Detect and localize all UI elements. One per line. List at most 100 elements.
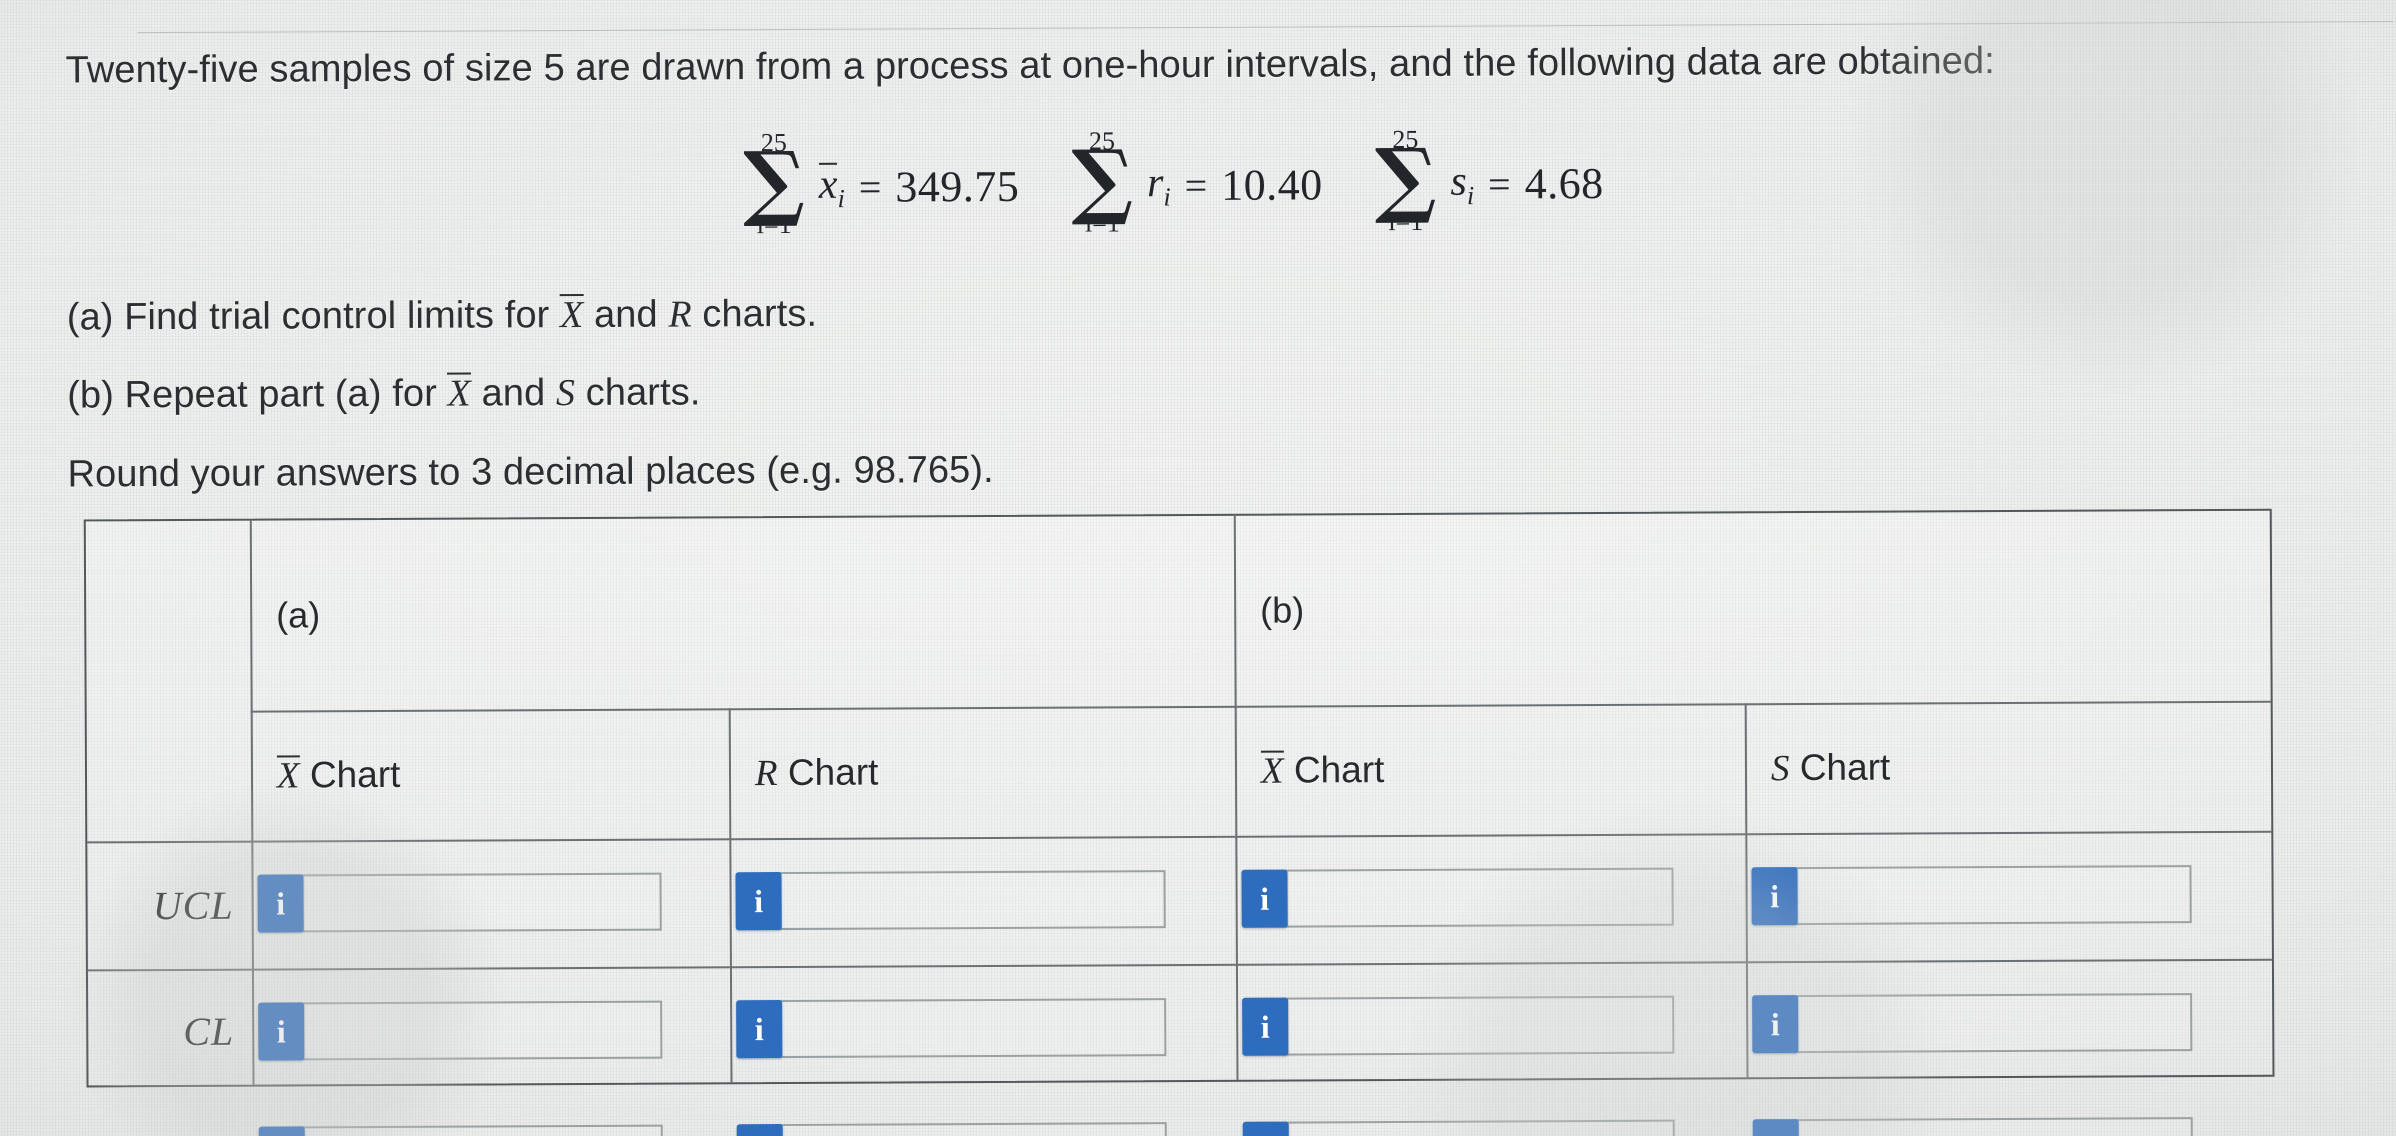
ucl-xbar-a-input[interactable] bbox=[297, 872, 662, 933]
formula-variable: si bbox=[1450, 158, 1474, 212]
sum-lower-limit: i=1 bbox=[1084, 207, 1120, 238]
part-b-text-mid: and bbox=[470, 372, 557, 415]
sigma-icon: ∑ bbox=[1374, 130, 1437, 228]
column-header-label: Chart bbox=[787, 751, 879, 793]
cl-xbar-a-input[interactable] bbox=[298, 1000, 663, 1061]
sigma-icon: ∑ bbox=[742, 133, 806, 231]
info-icon[interactable]: i bbox=[1242, 1121, 1289, 1136]
answer-field-cl-s[interactable]: i bbox=[1752, 993, 2193, 1054]
info-icon[interactable]: i bbox=[258, 1002, 305, 1061]
answer-table: (a) (b) X Chart R Chart X Chart S Chart … bbox=[83, 508, 2275, 1136]
problem-statement: Twenty-five samples of size 5 are drawn … bbox=[65, 40, 1995, 92]
equals-sign: = bbox=[858, 164, 882, 210]
rounding-instruction: Round your answers to 3 decimal places (… bbox=[67, 448, 994, 496]
ucl-s-input[interactable] bbox=[1791, 865, 2192, 926]
column-header-r-chart: R Chart bbox=[729, 706, 1236, 838]
r-symbol: R bbox=[754, 752, 778, 794]
answer-field-ucl-xbar-a[interactable]: i bbox=[257, 872, 662, 933]
row-label-cl: CL bbox=[183, 1008, 235, 1054]
part-b-text-start: (b) Repeat part (a) for bbox=[67, 372, 448, 417]
sigma-stack: 25 ∑ i=1 bbox=[1374, 125, 1437, 236]
info-icon[interactable]: i bbox=[1242, 997, 1289, 1056]
page-divider-line bbox=[137, 21, 2394, 34]
sum-lower-limit: i=1 bbox=[756, 209, 792, 239]
variable-subscript: i bbox=[837, 184, 845, 214]
ucl-xbar-b-input[interactable] bbox=[1281, 867, 1674, 928]
part-a-text-end: charts. bbox=[691, 292, 818, 336]
info-icon[interactable]: i bbox=[257, 874, 304, 933]
lcl-r-input[interactable] bbox=[776, 1122, 1167, 1136]
column-header-xbar-chart-b: X Chart bbox=[1235, 703, 1746, 835]
sigma-stack: 25 ∑ i=1 bbox=[742, 128, 806, 239]
group-header-a: (a) bbox=[276, 594, 321, 636]
answer-field-cl-r[interactable]: i bbox=[736, 998, 1167, 1059]
variable-r: r bbox=[1146, 160, 1164, 207]
part-a-text-mid: and bbox=[583, 293, 669, 337]
cl-xbar-b-input[interactable] bbox=[1282, 995, 1675, 1056]
answer-field-lcl-xbar-a[interactable]: i bbox=[258, 1124, 663, 1136]
cl-s-input[interactable] bbox=[1792, 993, 2193, 1054]
formula-xbar-sum: 25 ∑ i=1 xi = 349.75 bbox=[742, 128, 1020, 239]
info-icon[interactable]: i bbox=[735, 872, 782, 931]
group-header-b: (b) bbox=[1260, 589, 1305, 631]
answer-field-lcl-s[interactable]: i bbox=[1752, 1117, 2193, 1136]
info-icon[interactable]: i bbox=[258, 1126, 306, 1136]
answer-field-cl-xbar-b[interactable]: i bbox=[1242, 995, 1675, 1056]
info-icon[interactable]: i bbox=[1751, 867, 1798, 926]
column-header-label: Chart bbox=[1293, 748, 1385, 791]
column-header-xbar-chart-a: X Chart bbox=[251, 708, 730, 840]
formula-variable: xi bbox=[819, 161, 845, 215]
info-icon[interactable]: i bbox=[736, 1124, 783, 1136]
variable-subscript: i bbox=[1466, 181, 1475, 211]
info-icon[interactable]: i bbox=[1752, 1119, 1799, 1136]
question-part-a: (a) Find trial control limits for X and … bbox=[67, 292, 818, 340]
row-label-lcl: LCL bbox=[89, 1093, 254, 1136]
answer-field-cl-xbar-a[interactable]: i bbox=[258, 1000, 663, 1061]
xbar-symbol: X bbox=[447, 372, 471, 415]
equals-sign: = bbox=[1184, 163, 1208, 209]
formula-s-sum: 25 ∑ i=1 si = 4.68 bbox=[1374, 125, 1604, 236]
answer-field-lcl-xbar-b[interactable]: i bbox=[1242, 1119, 1675, 1136]
part-b-text-end: charts. bbox=[574, 371, 701, 415]
info-icon[interactable]: i bbox=[1241, 869, 1288, 928]
r-symbol: R bbox=[668, 293, 692, 336]
variable-subscript: i bbox=[1163, 182, 1171, 212]
xbar-symbol: X bbox=[276, 754, 300, 797]
part-a-text-start: (a) Find trial control limits for bbox=[66, 294, 561, 339]
answer-field-ucl-s[interactable]: i bbox=[1751, 865, 2192, 926]
s-symbol: S bbox=[1770, 747, 1790, 789]
formula-r-sum: 25 ∑ i=1 ri = 10.40 bbox=[1071, 126, 1323, 238]
variable-s: s bbox=[1450, 158, 1467, 205]
equals-sign: = bbox=[1487, 161, 1511, 207]
xbar-symbol: X bbox=[559, 294, 584, 337]
column-header-label: Chart bbox=[309, 753, 401, 795]
answer-field-lcl-r[interactable]: i bbox=[736, 1122, 1167, 1136]
lcl-s-input[interactable] bbox=[1792, 1117, 2193, 1136]
formula-variable: ri bbox=[1147, 159, 1171, 213]
info-icon[interactable]: i bbox=[1752, 995, 1799, 1054]
table-hline-ucl-cl bbox=[87, 958, 2272, 972]
xbar-symbol: X bbox=[1260, 750, 1284, 792]
answer-field-ucl-xbar-b[interactable]: i bbox=[1241, 867, 1674, 928]
answer-field-ucl-r[interactable]: i bbox=[735, 870, 1166, 931]
overbar-x: x bbox=[818, 161, 838, 208]
sigma-stack: 25 ∑ i=1 bbox=[1071, 126, 1134, 238]
row-label-ucl: UCL bbox=[152, 882, 234, 928]
column-header-label: Chart bbox=[1799, 746, 1891, 788]
info-icon[interactable]: i bbox=[736, 1000, 783, 1059]
ucl-r-input[interactable] bbox=[775, 870, 1166, 931]
s-symbol: S bbox=[555, 372, 576, 415]
lcl-xbar-b-input[interactable] bbox=[1282, 1119, 1675, 1136]
sum-lower-limit: i=1 bbox=[1388, 206, 1424, 236]
question-part-b: (b) Repeat part (a) for X and S charts. bbox=[67, 370, 701, 417]
formula-value: 10.40 bbox=[1221, 160, 1323, 211]
lcl-xbar-a-input[interactable] bbox=[298, 1124, 663, 1136]
sigma-icon: ∑ bbox=[1071, 132, 1134, 229]
formula-value: 4.68 bbox=[1524, 159, 1604, 209]
summation-formula-row: 25 ∑ i=1 xi = 349.75 25 ∑ i=1 ri = 10.40 bbox=[742, 125, 1604, 239]
column-header-s-chart: S Chart bbox=[1745, 701, 2272, 834]
cl-r-input[interactable] bbox=[776, 998, 1167, 1059]
formula-value: 349.75 bbox=[895, 162, 1020, 212]
